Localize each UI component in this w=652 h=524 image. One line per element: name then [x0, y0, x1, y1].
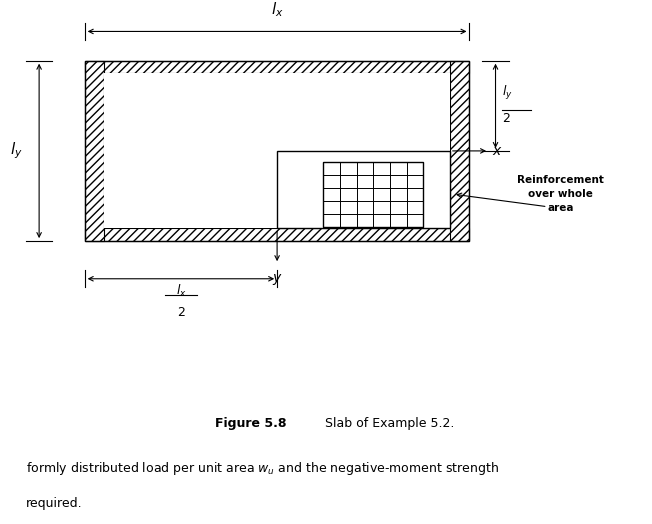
Bar	[277, 151, 450, 228]
Text: Reinforcement
over whole
area: Reinforcement over whole area	[517, 175, 604, 213]
Bar	[104, 73, 450, 228]
Text: required.: required.	[26, 497, 83, 510]
Text: $x$: $x$	[492, 144, 503, 158]
Text: $l_x$: $l_x$	[271, 0, 284, 19]
Text: Figure 5.8: Figure 5.8	[215, 417, 287, 430]
Text: $l_y$: $l_y$	[502, 84, 512, 102]
Bar	[323, 162, 423, 226]
Bar	[85, 61, 469, 241]
Bar	[450, 61, 469, 241]
Bar	[85, 61, 104, 241]
Bar	[85, 228, 469, 241]
Bar	[85, 61, 469, 73]
Text: $l_y$: $l_y$	[10, 140, 23, 161]
Text: $l_x$: $l_x$	[175, 283, 186, 299]
Text: formly distributed load per unit area $w_u$ and the negative-moment strength: formly distributed load per unit area $w…	[26, 460, 499, 477]
Text: $y$: $y$	[272, 272, 282, 288]
Text: 2: 2	[502, 112, 510, 125]
Text: 2: 2	[177, 306, 185, 319]
Text: Slab of Example 5.2.: Slab of Example 5.2.	[313, 417, 454, 430]
